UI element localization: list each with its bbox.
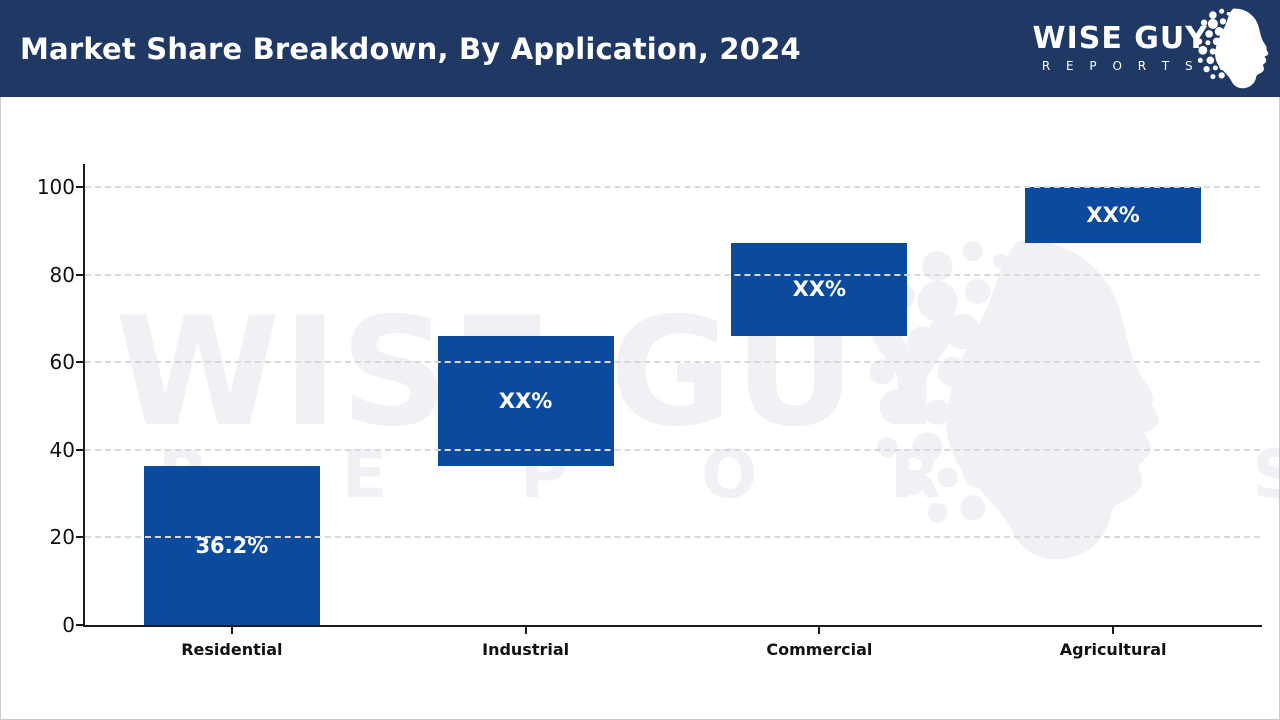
bar-value-label-industrial: XX% — [498, 389, 553, 414]
x-axis-label-agricultural: Agricultural — [1059, 640, 1167, 659]
x-tick-mark-residential — [230, 627, 233, 634]
bar-value-label-agricultural: XX% — [1086, 203, 1140, 228]
y-axis-line — [83, 164, 85, 627]
y-tick-label-20: 20 — [49, 525, 75, 550]
bar-residential — [143, 466, 320, 625]
brand-subtitle: R E P O R T S — [1041, 59, 1199, 73]
gridline-80 — [85, 273, 1260, 276]
y-tick-mark-40 — [76, 448, 84, 451]
gridline-60 — [85, 361, 1260, 364]
bar-agricultural — [1025, 187, 1202, 244]
brand-logo: WISE GUY R E P O R T S — [1032, 2, 1272, 95]
y-tick-label-100: 100 — [36, 175, 75, 199]
chart-title: Market Share Breakdown, By Application, … — [20, 31, 801, 66]
y-tick-label-0: 0 — [62, 613, 75, 637]
y-tick-label-40: 40 — [49, 437, 75, 462]
bar-value-label-commercial: XX% — [792, 277, 847, 302]
y-tick-mark-80 — [76, 273, 84, 276]
x-axis-label-industrial: Industrial — [482, 640, 570, 659]
y-tick-label-60: 60 — [49, 350, 75, 375]
x-tick-mark-commercial — [818, 627, 821, 634]
x-tick-mark-industrial — [524, 627, 527, 634]
gridline-20 — [85, 536, 1260, 539]
gridline-40 — [85, 448, 1260, 451]
brand-name: WISE GUY — [1032, 21, 1208, 56]
x-tick-mark-agricultural — [1112, 627, 1115, 634]
x-axis-label-residential: Residential — [181, 640, 283, 659]
gridline-100 — [85, 186, 1260, 188]
y-tick-label-80: 80 — [49, 262, 75, 287]
bar-commercial — [731, 243, 908, 336]
bar-industrial — [437, 335, 614, 467]
y-tick-mark-20 — [76, 536, 84, 539]
header-bar: Market Share Breakdown, By Application, … — [0, 0, 1280, 97]
y-tick-mark-100 — [76, 186, 84, 188]
watermark-dotted-head-icon — [869, 240, 1160, 560]
x-axis-line — [83, 625, 1262, 627]
y-tick-mark-60 — [76, 361, 84, 364]
x-axis-label-commercial: Commercial — [766, 640, 873, 659]
brand-logo-text: WISE GUY R E P O R T S — [1032, 21, 1208, 74]
bar-value-label-residential: 36.2% — [195, 533, 269, 558]
y-tick-mark-0 — [76, 624, 84, 626]
